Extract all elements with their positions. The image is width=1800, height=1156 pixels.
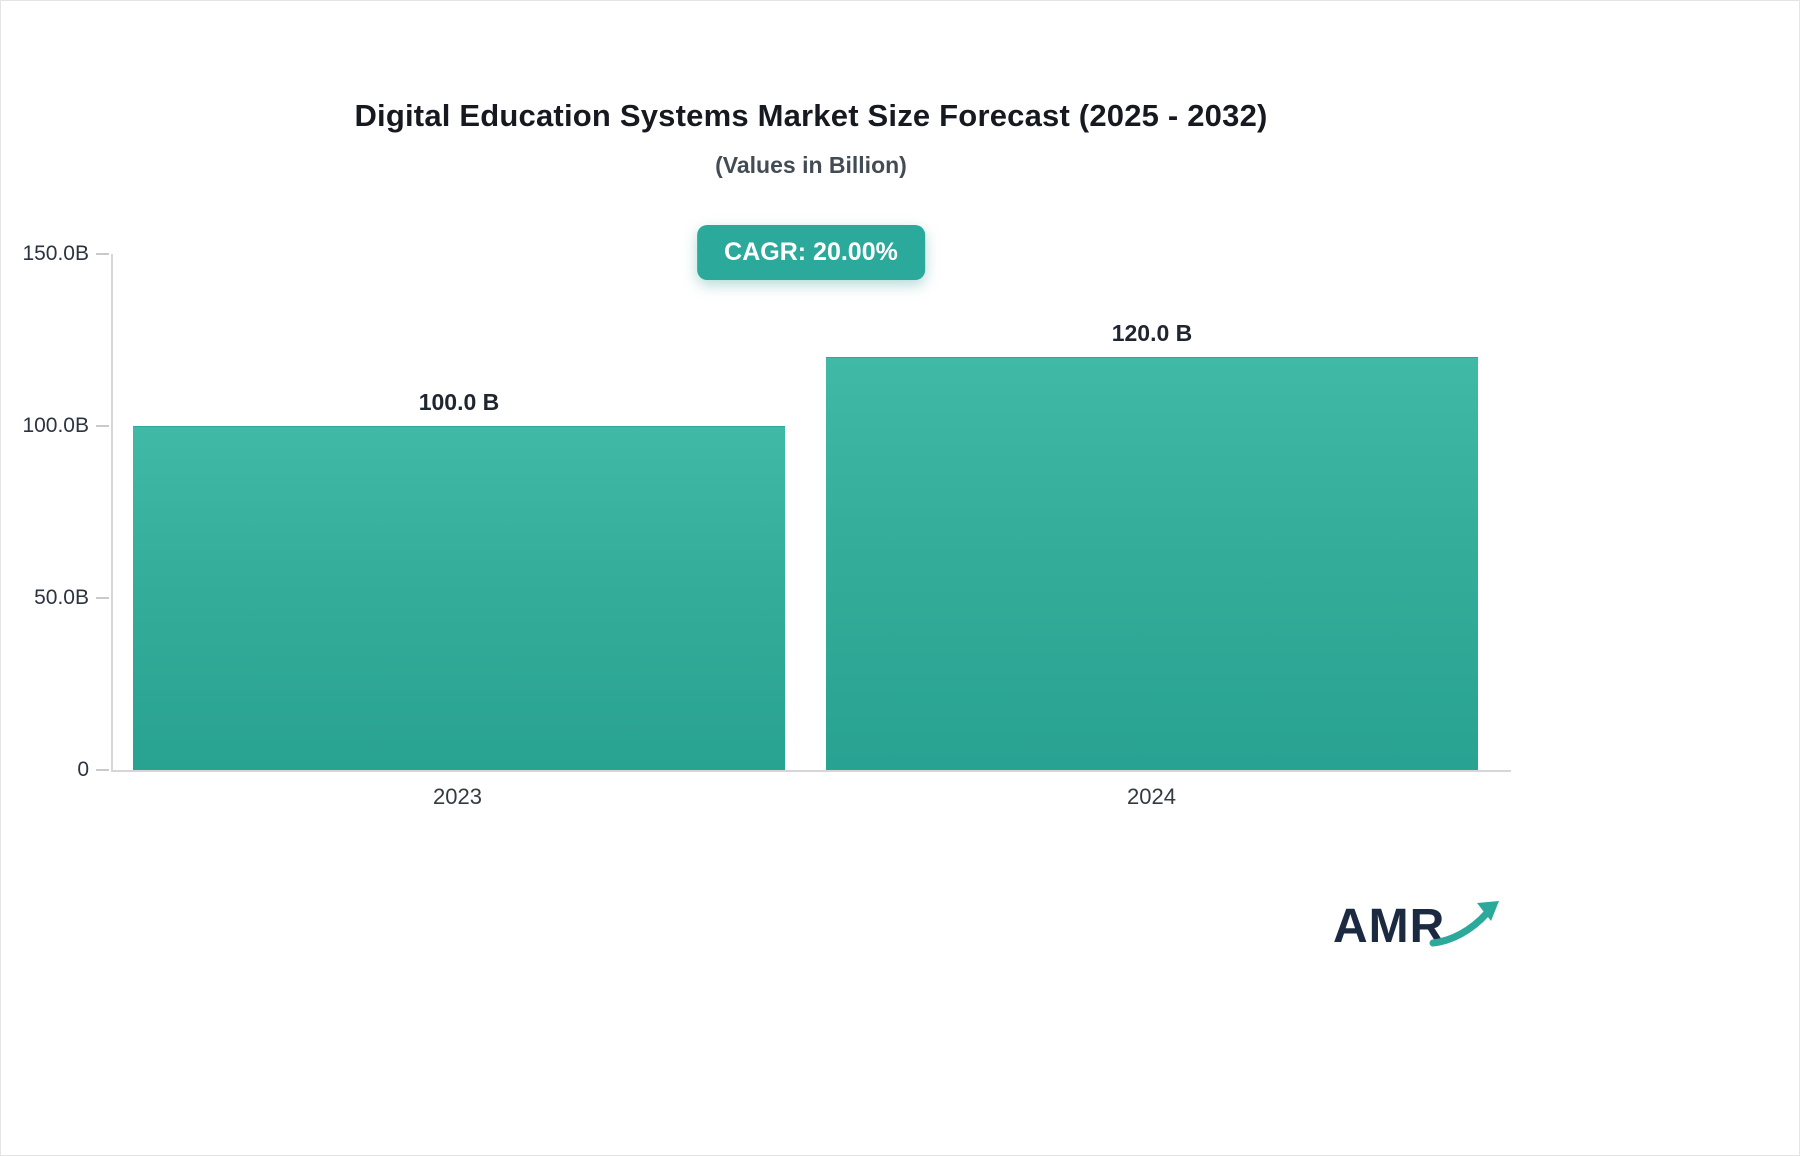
- x-axis-label-2023: 2023: [433, 784, 482, 809]
- y-axis-tick-label: 100.0B: [22, 414, 89, 437]
- amr-logo-text: AMR: [1333, 900, 1446, 953]
- chart-title: Digital Education Systems Market Size Fo…: [354, 98, 1268, 133]
- bar-value-label: 120.0 B: [1111, 320, 1193, 347]
- x-axis-label-2024: 2024: [1127, 784, 1176, 809]
- y-axis-tick-label: 0: [77, 758, 89, 781]
- amr-logo: AMR: [1333, 897, 1501, 956]
- bar-group-2024: 120.0 B: [826, 254, 1478, 770]
- bar-2024: [826, 357, 1478, 770]
- y-axis-tick-mark: [96, 769, 109, 771]
- y-axis-tick-label: 150.0B: [22, 242, 89, 265]
- cagr-badge: CAGR: 20.00%: [697, 225, 925, 280]
- chart-subtitle: (Values in Billion): [715, 152, 907, 178]
- bar-2023: [133, 426, 785, 770]
- growth-arrow-icon: [1429, 899, 1501, 956]
- x-axis-labels: 2023 2024: [111, 784, 1511, 810]
- bar-value-label: 100.0 B: [418, 389, 500, 415]
- bar-group-2023: 100.0 B: [133, 254, 785, 770]
- bars-container: 100.0 B 120.0 B: [113, 254, 1511, 770]
- plot-area: 0 50.0B 100.0B 150.0B 100.0 B 120.0 B: [22, 242, 1511, 781]
- y-axis-tick-mark: [96, 425, 109, 427]
- y-axis-tick-mark: [96, 253, 109, 255]
- y-axis-tick-mark: [96, 597, 109, 599]
- y-axis-tick-label: 50.0B: [34, 586, 89, 609]
